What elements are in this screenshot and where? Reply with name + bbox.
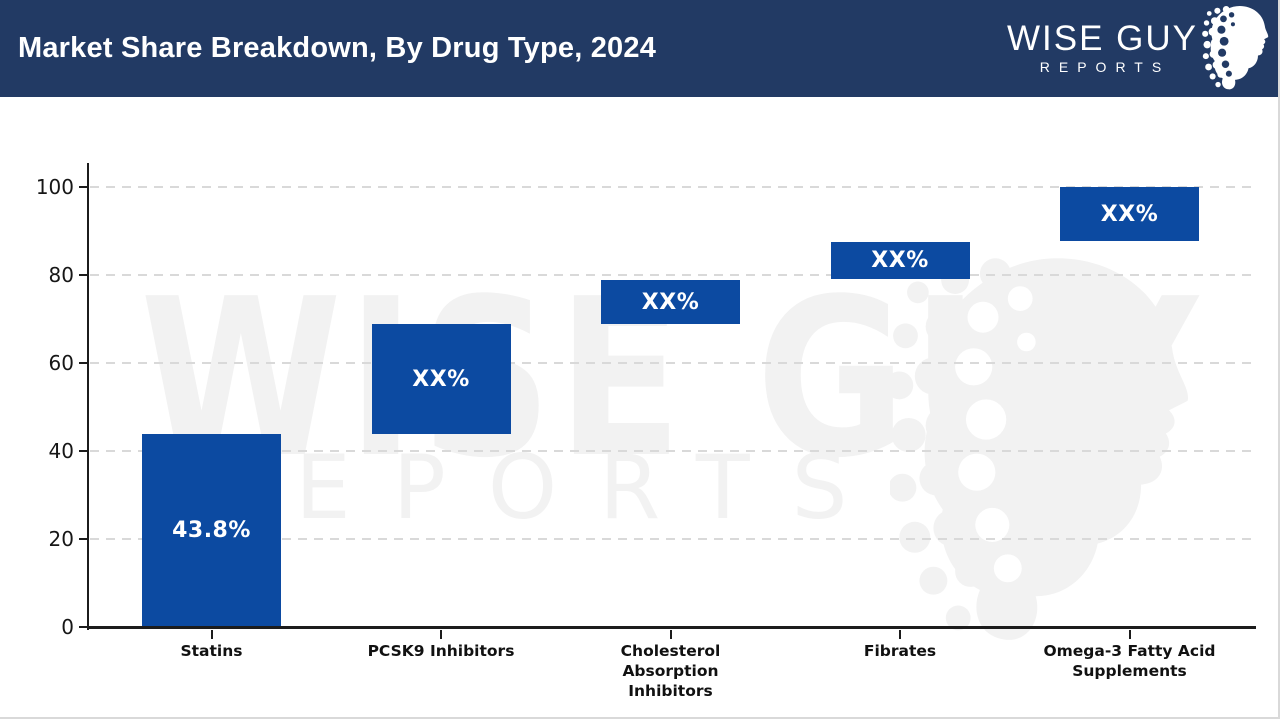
x-axis-line <box>87 626 1256 629</box>
y-tick-mark <box>79 450 88 452</box>
brand-logo-text: WISE GUY REPORTS <box>1007 21 1198 75</box>
x-tick-mark <box>440 630 442 639</box>
bar: XX% <box>1060 187 1199 242</box>
bar-value-label: XX% <box>641 289 700 315</box>
y-gridline <box>90 362 1253 364</box>
y-tick-mark <box>79 362 88 364</box>
y-tick-label: 80 <box>48 263 74 287</box>
y-axis-line <box>87 163 89 630</box>
bar: XX% <box>371 324 511 435</box>
y-gridline <box>90 274 1253 276</box>
y-tick-mark <box>79 186 88 188</box>
y-tick-mark <box>79 274 88 276</box>
x-tick-mark <box>899 630 901 639</box>
y-tick-label: 0 <box>61 615 74 639</box>
y-tick-label: 60 <box>48 351 74 375</box>
y-gridline <box>90 538 1253 540</box>
header: Market Share Breakdown, By Drug Type, 20… <box>0 0 1280 97</box>
brand-subname: REPORTS <box>1039 59 1171 75</box>
x-category-label: PCSK9 Inhibitors <box>367 642 515 660</box>
y-tick-label: 100 <box>35 175 74 199</box>
bar-value-label: 43.8% <box>172 518 251 544</box>
x-tick-mark <box>210 630 213 639</box>
x-category-label: Cholesterol Absorption Inhibitors <box>620 642 721 700</box>
y-gridline <box>90 186 1253 188</box>
y-tick-mark <box>79 626 88 628</box>
x-category-label: Omega-3 Fatty Acid Supplements <box>1043 642 1216 680</box>
y-tick-label: 40 <box>48 439 74 463</box>
bar: XX% <box>830 242 970 279</box>
page-title: Market Share Breakdown, By Drug Type, 20… <box>18 32 657 64</box>
brand-name: WISE GUY <box>1006 19 1198 58</box>
brand-logo: WISE GUY REPORTS <box>1007 4 1272 92</box>
bar-value-label: XX% <box>1100 201 1159 227</box>
x-category-label: Fibrates <box>863 642 937 660</box>
x-tick-mark <box>1128 630 1131 639</box>
bar: 43.8% <box>142 434 281 627</box>
x-tick-mark <box>669 630 672 639</box>
watermark-reports-text: REPORTS <box>192 436 890 539</box>
plot-area: 0 20 40 60 80 100 43.8% Statins XX% PCSK9 Inhibit… <box>0 97 1280 720</box>
y-gridline <box>90 450 1253 452</box>
x-category-label: Statins <box>180 642 243 660</box>
bar: XX% <box>601 280 740 325</box>
y-tick-mark <box>79 538 88 540</box>
y-tick-label: 20 <box>48 527 74 551</box>
bar-value-label: XX% <box>871 247 929 273</box>
bar-value-label: XX% <box>412 366 470 392</box>
